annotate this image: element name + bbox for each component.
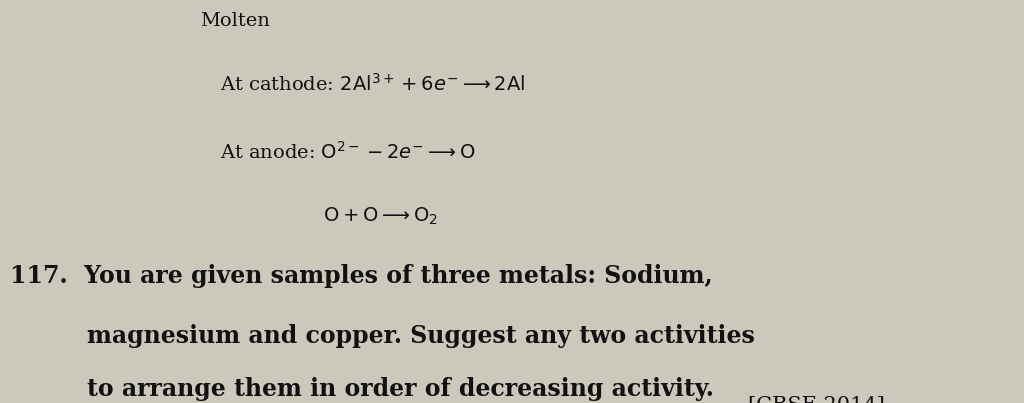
Text: At cathode: $2\mathrm{Al}^{3+} + 6e^{-} \longrightarrow 2\mathrm{Al}$: At cathode: $2\mathrm{Al}^{3+} + 6e^{-} … (220, 73, 525, 94)
Text: magnesium and copper. Suggest any two activities: magnesium and copper. Suggest any two ac… (87, 324, 755, 349)
Text: to arrange them in order of decreasing activity.: to arrange them in order of decreasing a… (87, 377, 714, 401)
Text: $\mathrm{O} + \mathrm{O} \longrightarrow \mathrm{O}_{2}$: $\mathrm{O} + \mathrm{O} \longrightarrow… (323, 206, 437, 227)
Text: Molten: Molten (200, 12, 269, 30)
Text: At anode: $\mathrm{O}^{2-} - 2e^{-} \longrightarrow \mathrm{O}$: At anode: $\mathrm{O}^{2-} - 2e^{-} \lon… (220, 141, 476, 163)
Text: [CBSE 2014]: [CBSE 2014] (748, 396, 885, 403)
Text: 117.  You are given samples of three metals: Sodium,: 117. You are given samples of three meta… (10, 264, 713, 288)
